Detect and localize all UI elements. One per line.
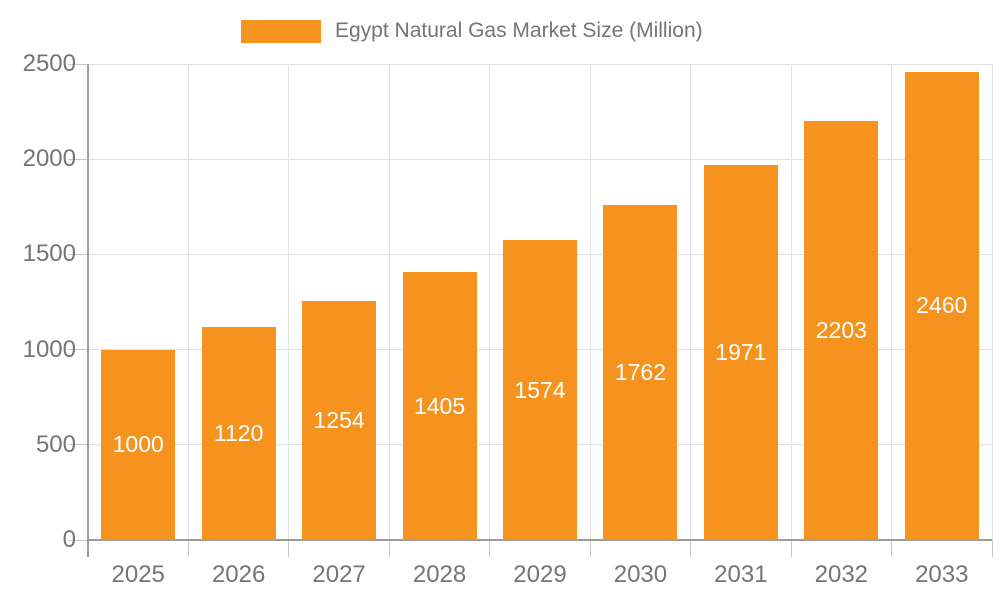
bar-2025[interactable]: 1000 (101, 349, 176, 540)
y-axis-tick-label: 500 (35, 430, 76, 458)
bar-2031[interactable]: 1971 (703, 164, 778, 540)
x-axis-tick (690, 540, 692, 557)
x-axis-tick (891, 540, 893, 557)
x-axis-tick-label: 2026 (211, 561, 266, 588)
y-axis-tick-label: 2000 (22, 145, 76, 173)
x-axis-tick (187, 540, 189, 557)
y-axis-tick-label: 1000 (22, 335, 76, 363)
x-axis-line (88, 539, 992, 541)
bar-2030[interactable]: 1762 (603, 204, 678, 540)
bar-value-label: 2203 (815, 316, 867, 343)
x-axis-tick-label: 2027 (312, 561, 366, 588)
bar-2026[interactable]: 1120 (201, 326, 276, 540)
x-axis-tick-label: 2028 (412, 561, 467, 588)
v-gridline (991, 64, 993, 540)
bar-value-label: 1574 (514, 376, 566, 403)
x-axis-tick (388, 540, 390, 557)
y-axis-tick (68, 63, 88, 65)
y-axis-tick-label: 0 (62, 526, 76, 553)
y-axis-tick (68, 444, 88, 446)
x-axis-tick (288, 540, 290, 557)
bar-2029[interactable]: 1574 (503, 240, 577, 540)
bar-value-label: 1405 (413, 392, 466, 419)
x-axis-tick-label: 2032 (814, 561, 869, 588)
bar-2032[interactable]: 2203 (804, 120, 879, 540)
x-axis-tick (790, 540, 792, 557)
legend-item[interactable]: Egypt Natural Gas Market Size (Million) (241, 19, 703, 43)
v-gridline (891, 64, 893, 540)
y-axis-tick (68, 158, 88, 160)
bar-value-label: 1762 (614, 358, 667, 385)
v-gridline (187, 64, 189, 540)
x-axis-tick (489, 540, 491, 557)
bar-2033[interactable]: 2460 (904, 71, 979, 540)
x-axis-tick-label: 2025 (111, 561, 165, 588)
legend-label: Egypt Natural Gas Market Size (Million) (335, 19, 703, 42)
x-axis-tick-label: 2031 (714, 561, 768, 588)
bar-value-label: 1000 (112, 431, 164, 458)
bar-value-label: 1971 (715, 338, 767, 365)
bar-2027[interactable]: 1254 (302, 301, 377, 540)
y-axis-tick (68, 349, 88, 351)
y-axis-tick-label: 1500 (22, 240, 76, 268)
v-gridline (690, 64, 692, 540)
x-axis-tick-label: 2030 (613, 561, 668, 588)
y-axis-tick-label: 2500 (22, 50, 76, 77)
v-gridline (489, 64, 491, 540)
x-axis-tick (991, 540, 993, 557)
x-axis-tick-label: 2029 (513, 561, 567, 588)
bar-value-label: 1120 (213, 419, 264, 446)
x-axis-tick (589, 540, 591, 557)
h-gridline (88, 158, 992, 160)
v-gridline (288, 64, 290, 540)
x-axis-tick-label: 2033 (915, 561, 969, 588)
h-gridline (88, 63, 992, 65)
v-gridline (388, 64, 390, 540)
y-axis-tick (68, 253, 88, 255)
v-gridline (790, 64, 792, 540)
bar-2028[interactable]: 1405 (402, 272, 477, 540)
v-gridline (589, 64, 591, 540)
legend-swatch (241, 19, 321, 43)
bar-value-label: 1254 (313, 407, 365, 434)
y-axis-line (87, 64, 89, 557)
bar-value-label: 2460 (916, 292, 968, 319)
y-axis-tick (68, 539, 88, 541)
